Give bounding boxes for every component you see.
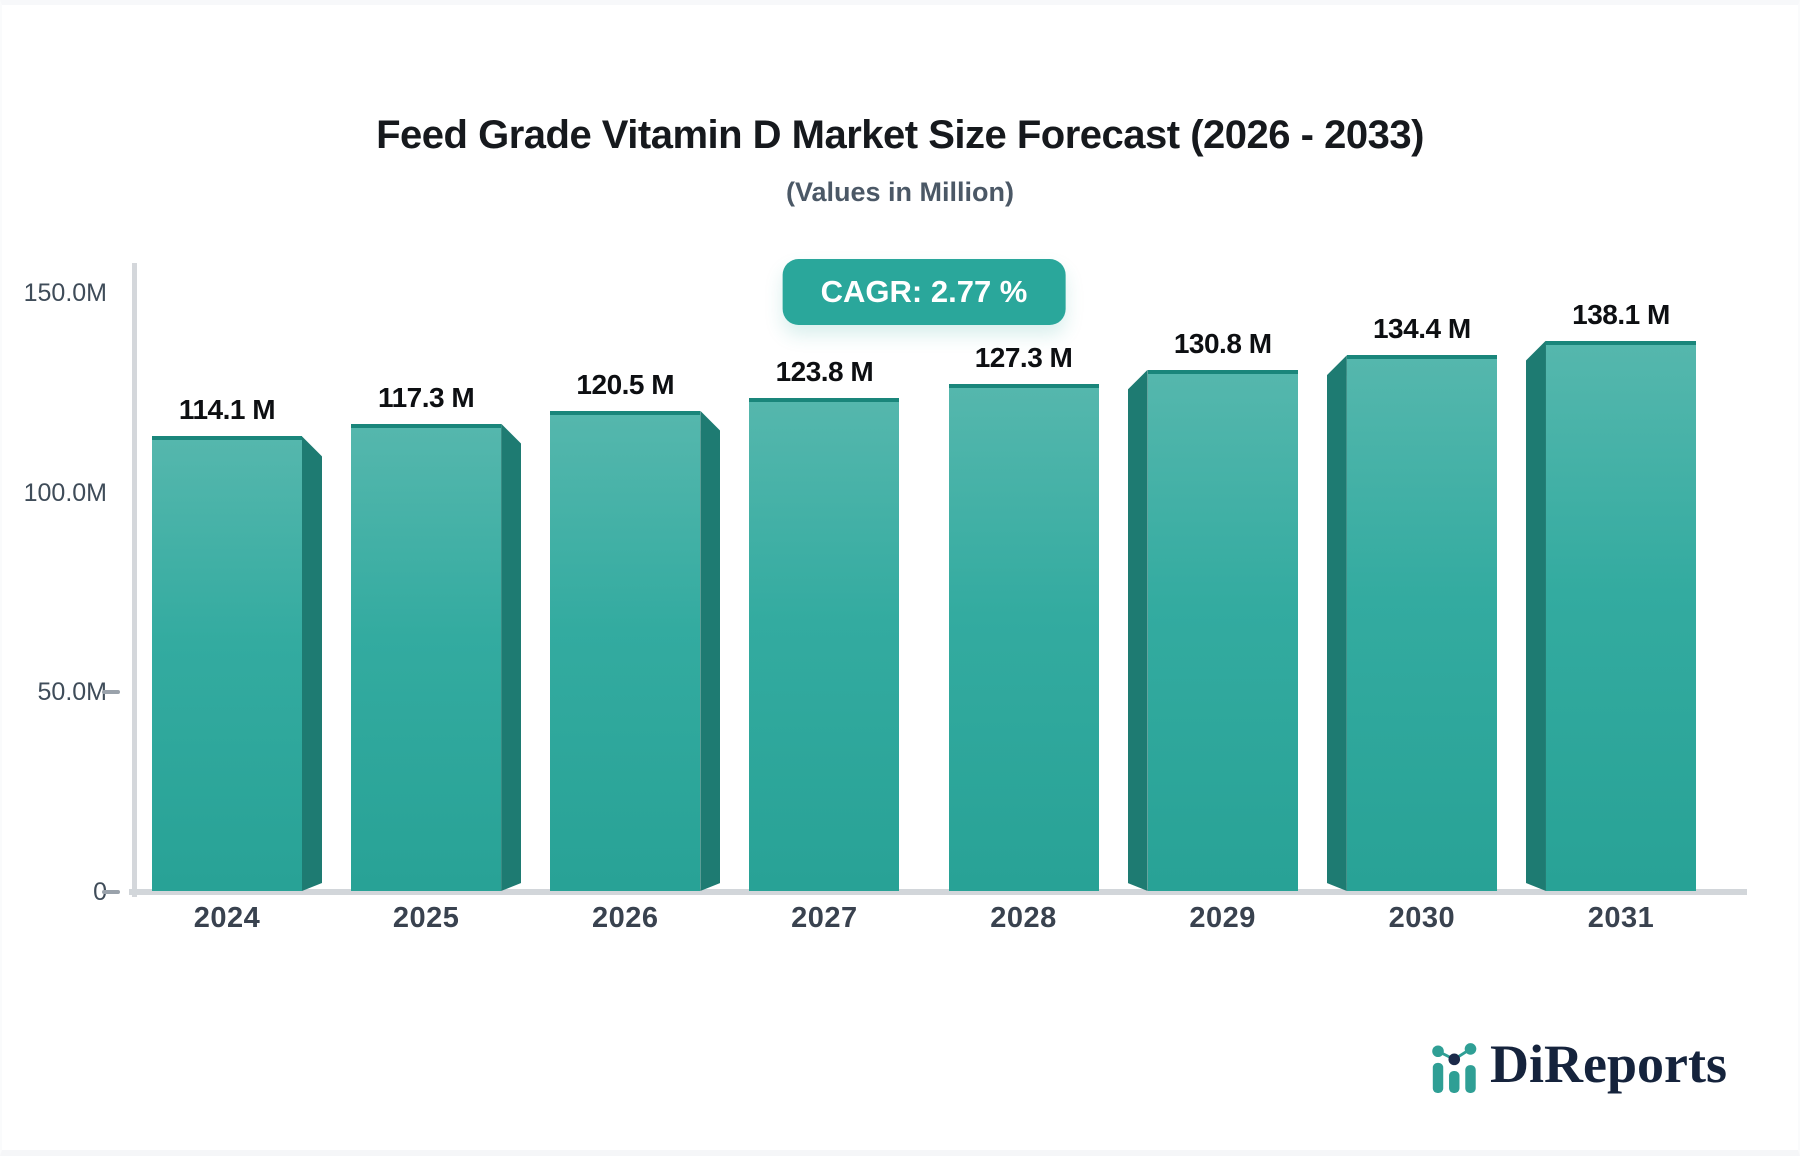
bar-value-label: 117.3 M xyxy=(378,381,475,413)
bar-3d-side-2031 xyxy=(1526,341,1546,891)
bar-value-label: 127.3 M xyxy=(974,341,1073,373)
bar-value-label: 130.8 M xyxy=(1173,327,1272,359)
y-tick-label: 100.0M xyxy=(23,478,107,507)
bar-3d-side-2025 xyxy=(501,424,521,891)
bar-3d-side-2030 xyxy=(1327,355,1347,891)
x-tick-label: 2025 xyxy=(392,902,460,934)
x-tick-label: 2031 xyxy=(1587,902,1655,934)
brand-logo: DiReports xyxy=(1430,1035,1727,1093)
bar-2026[interactable] xyxy=(550,410,701,891)
bar-3d-side-2029 xyxy=(1128,370,1148,891)
bar-value-label: 120.5 M xyxy=(576,368,675,400)
bar-2031[interactable] xyxy=(1545,340,1696,891)
y-tick-label: 150.0M xyxy=(23,279,107,307)
cagr-badge: CAGR: 2.77 % xyxy=(782,259,1066,325)
bar-2029[interactable] xyxy=(1147,369,1298,891)
x-tick-label: 2027 xyxy=(791,902,858,934)
chart-title: Feed Grade Vitamin D Market Size Forecas… xyxy=(376,113,1424,157)
x-axis-line xyxy=(129,889,1747,895)
x-tick-label: 2028 xyxy=(990,902,1057,934)
chart-subtitle: (Values in Million) xyxy=(785,177,1015,207)
bar-value-label: 114.1 M xyxy=(178,394,276,426)
y-tick-mark xyxy=(102,890,120,894)
bar-3d-side-2024 xyxy=(302,436,322,891)
x-tick-label: 2026 xyxy=(592,902,659,934)
x-tick-label: 2024 xyxy=(193,902,261,934)
bar-2027[interactable] xyxy=(749,397,900,891)
x-tick-label: 2030 xyxy=(1388,902,1456,934)
bar-2024[interactable] xyxy=(152,436,302,891)
bar-value-label: 134.4 M xyxy=(1372,313,1471,345)
bar-value-label: 123.8 M xyxy=(775,355,874,387)
y-tick-label: 0 xyxy=(93,878,107,906)
bar-3d-side-2026 xyxy=(700,411,720,891)
y-axis-line xyxy=(132,263,137,897)
y-tick-label: 50.0M xyxy=(37,678,107,707)
bar-value-label: 138.1 M xyxy=(1572,298,1670,330)
bar-2025[interactable] xyxy=(351,423,502,891)
bar-2028[interactable] xyxy=(948,383,1099,891)
bar-2030[interactable] xyxy=(1346,355,1497,891)
bar-line-chart-logo-icon xyxy=(1432,1043,1477,1093)
brand-logo-text: DiReports xyxy=(1490,1034,1727,1094)
x-tick-label: 2029 xyxy=(1189,902,1256,934)
y-tick-mark xyxy=(102,690,120,695)
